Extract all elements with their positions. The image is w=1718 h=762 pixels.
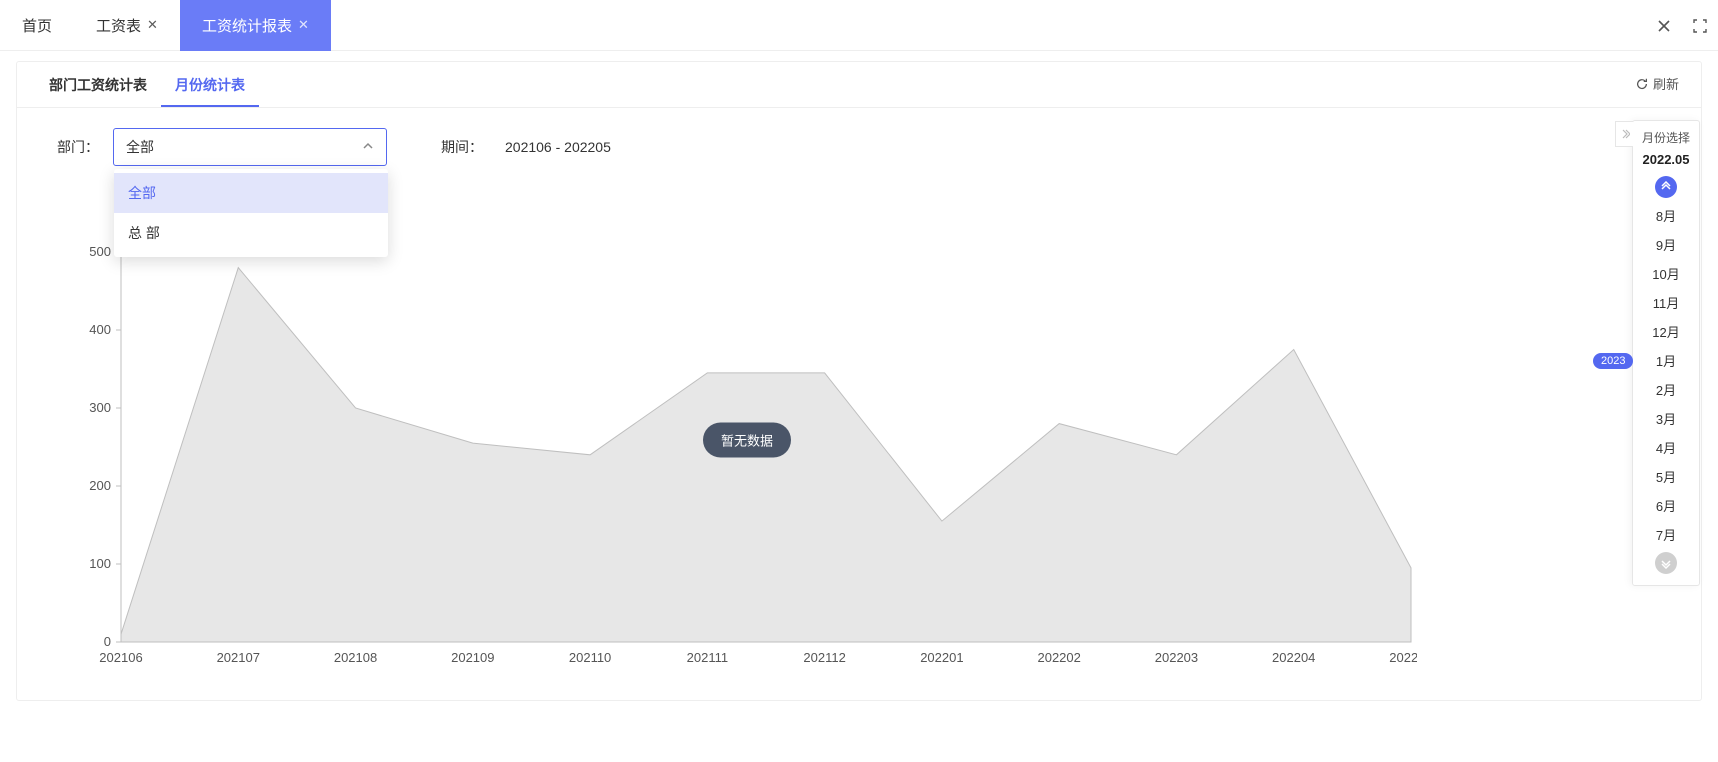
svg-text:202112: 202112: [803, 650, 845, 665]
tab-close-icon[interactable]: ✕: [147, 17, 158, 33]
month-option-4[interactable]: 12月: [1633, 317, 1699, 346]
month-option-11[interactable]: 7月: [1633, 520, 1699, 549]
sidebar-collapse-handle[interactable]: [1615, 121, 1633, 147]
filters: 部门： 全部 全部总 部 期间： 202106 - 202205: [17, 108, 1701, 176]
year-badge: 2023: [1593, 353, 1633, 369]
month-option-1[interactable]: 9月: [1633, 230, 1699, 259]
top-right-controls: [1646, 0, 1718, 51]
month-sidebar: 月份选择 2022.05 8月9月10月11月12月1月20232月3月4月5月…: [1632, 120, 1700, 586]
svg-text:202107: 202107: [217, 650, 260, 665]
month-option-8[interactable]: 4月: [1633, 433, 1699, 462]
sub-tabs: 部门工资统计表月份统计表 刷新: [17, 62, 1701, 108]
svg-text:202204: 202204: [1272, 650, 1315, 665]
no-data-pill: 暂无数据: [703, 422, 791, 457]
top-tab-label: 首页: [22, 15, 52, 36]
month-sidebar-current: 2022.05: [1643, 150, 1690, 173]
month-option-10[interactable]: 6月: [1633, 491, 1699, 520]
dept-dropdown: 全部总 部: [114, 169, 388, 257]
svg-text:500: 500: [89, 244, 111, 259]
svg-text:400: 400: [89, 322, 111, 337]
scroll-up-button[interactable]: [1655, 176, 1677, 198]
period-label: 期间：: [441, 137, 483, 157]
refresh-icon: [1635, 77, 1649, 91]
dept-option-0[interactable]: 全部: [114, 173, 388, 213]
month-sidebar-title: 月份选择: [1642, 125, 1690, 150]
sub-tab-0[interactable]: 部门工资统计表: [35, 65, 161, 107]
month-option-2[interactable]: 10月: [1633, 259, 1699, 288]
report-panel: 部门工资统计表月份统计表 刷新 部门： 全部 全部总 部 期间： 202106 …: [16, 61, 1702, 701]
dept-option-1[interactable]: 总 部: [114, 213, 388, 253]
svg-text:0: 0: [104, 634, 111, 649]
svg-text:202201: 202201: [920, 650, 963, 665]
svg-text:202110: 202110: [569, 650, 611, 665]
top-tab-label: 工资统计报表: [202, 15, 292, 36]
month-option-5[interactable]: 1月2023: [1633, 346, 1699, 375]
sub-tab-1[interactable]: 月份统计表: [161, 65, 259, 107]
svg-text:202106: 202106: [99, 650, 142, 665]
month-option-0[interactable]: 8月: [1633, 201, 1699, 230]
svg-text:100: 100: [89, 556, 111, 571]
month-option-6[interactable]: 2月: [1633, 375, 1699, 404]
svg-text:202203: 202203: [1155, 650, 1198, 665]
dept-select-value: 全部: [126, 137, 154, 157]
fullscreen-icon[interactable]: [1682, 8, 1718, 44]
top-tab-0[interactable]: 首页: [0, 0, 74, 51]
refresh-label: 刷新: [1653, 74, 1679, 93]
chart-area: 0 100 200 300 400 500 202106 202107 202108 202109…: [77, 242, 1417, 672]
top-tabs: 首页 工资表 ✕ 工资统计报表 ✕: [0, 0, 1718, 51]
svg-text:300: 300: [89, 400, 111, 415]
top-tab-2[interactable]: 工资统计报表 ✕: [180, 0, 331, 51]
month-option-7[interactable]: 3月: [1633, 404, 1699, 433]
month-option-9[interactable]: 5月: [1633, 462, 1699, 491]
svg-text:202205: 202205: [1389, 650, 1417, 665]
svg-text:200: 200: [89, 478, 111, 493]
refresh-button[interactable]: 刷新: [1635, 74, 1679, 93]
top-tab-label: 工资表: [96, 15, 141, 36]
period-value: 202106 - 202205: [505, 139, 611, 155]
svg-text:202109: 202109: [451, 650, 494, 665]
dept-select[interactable]: 全部 全部总 部: [113, 128, 387, 166]
svg-text:202111: 202111: [687, 650, 728, 665]
month-option-3[interactable]: 11月: [1633, 288, 1699, 317]
close-icon[interactable]: [1646, 8, 1682, 44]
top-tab-1[interactable]: 工资表 ✕: [74, 0, 180, 51]
dept-label: 部门：: [57, 137, 99, 157]
tab-close-icon[interactable]: ✕: [298, 17, 309, 33]
chevron-up-icon: [362, 139, 374, 155]
scroll-down-button[interactable]: [1655, 552, 1677, 574]
svg-text:202202: 202202: [1037, 650, 1080, 665]
svg-text:202108: 202108: [334, 650, 377, 665]
